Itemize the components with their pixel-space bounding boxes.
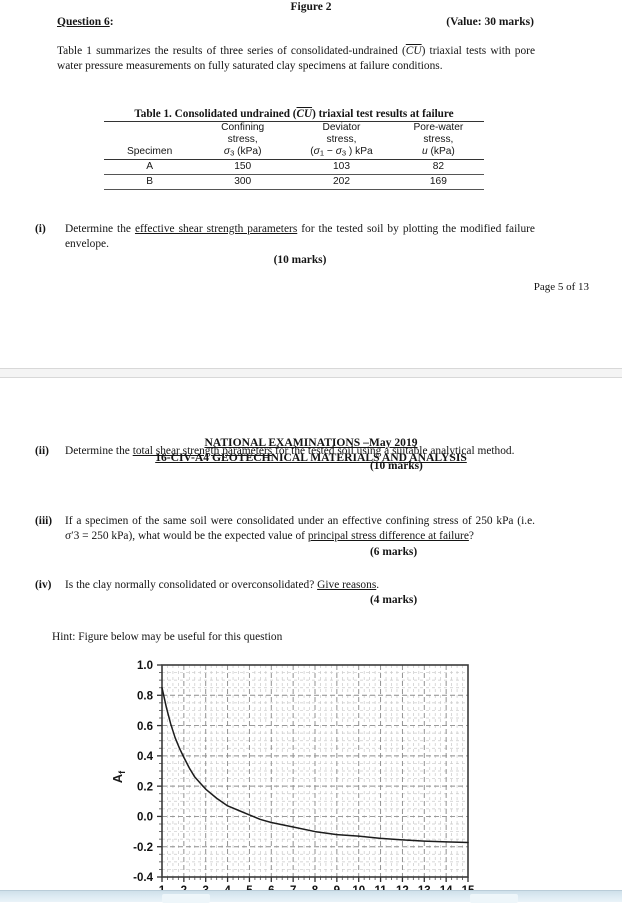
y-tick-label: 0.6 [137,721,153,733]
y-tick-label: 0.0 [137,812,153,824]
af-chart-svg: -0.4-0.20.00.20.40.60.81.0 1234567891011… [110,660,475,897]
question-intro-paragraph: Table 1 summarizes the results of three … [57,44,535,74]
item-iii-text-a: If a specimen of the same soil were cons… [65,515,535,543]
column-header-pore-line3: u (kPa) [421,146,455,158]
item-i-marks: (10 marks) [273,253,327,266]
item-iv-text-a: Is the clay normally consolidated or ove… [65,579,318,591]
page-separator [0,368,622,378]
column-header-specimen: Specimen [104,122,195,160]
item-ii-text-a: Determine the [65,445,133,457]
table-title: Table 1. Consolidated undrained (CU) tri… [104,108,484,121]
results-table-block: Table 1. Consolidated undrained (CU) tri… [104,108,484,190]
table-header: Specimen Confining stress, σ3 (kPa) Devi… [104,121,484,160]
cell-specimen: B [146,176,153,188]
column-header-confining-stress: Confining stress, σ3 (kPa) [195,122,290,160]
column-header-confining-line2: stress, [227,134,258,146]
item-ii-marker: (ii) [35,445,49,457]
item-iii-marks: (6 marks) [370,545,418,558]
item-i-text-a: Determine the [65,223,135,235]
column-header-pore-line1: Pore-water [413,122,464,134]
item-iii-text-b: ? [468,530,474,543]
chart-y-tick-labels: -0.4 -0.2 0.0 0.2 0.4 0.6 0.8 1.0 [133,660,153,884]
cell-deviator-stress: 202 [332,176,350,188]
column-header-confining-line3: σ3 (kPa) [223,146,262,158]
question-heading: Question 6: [57,16,114,28]
y-tick-label: -0.2 [133,842,153,854]
question-item-iv: (iv) Is the clay normally consolidated o… [35,578,535,606]
table-header-row: Specimen Confining stress, σ3 (kPa) Devi… [104,122,484,160]
question-item-ii: (ii) Determine the total shear strength … [35,444,535,472]
y-tick-label: 0.4 [137,751,154,763]
page-number: Page 5 of 13 [533,281,589,293]
intro-text-before-symbol: Table 1 summarizes the results of three … [57,45,406,57]
af-chart: -0.4-0.20.00.20.40.60.81.0 1234567891011… [110,655,490,900]
column-header-specimen-line1: Specimen [126,146,173,158]
document-page-two [0,378,622,902]
document-page-one: Figure 2 Question 6: (Value: 30 marks) T… [0,0,622,368]
item-ii-underlined-term: total shear strength parameters [132,445,273,457]
y-tick-label: 1.0 [137,660,153,672]
column-header-deviator-line1: Deviator [322,122,361,133]
item-iv-marker: (iv) [35,579,52,591]
table-title-before-symbol: Table 1. Consolidated undrained ( [134,108,297,120]
item-i-underlined-term: effective shear strength parameters [134,223,298,235]
column-header-pore-line2: stress, [423,134,454,146]
cell-deviator-stress: 103 [332,161,350,173]
exam-header-line2: 16-CIV-A4 GEOTECHNICAL MATERIALS AND ANA… [155,450,467,464]
y-tick-label: 0.2 [137,781,153,793]
item-iii-underlined-term: principal stress difference at failure [307,530,469,543]
intro-text-after-symbol: ) triaxial tests with pore water pressur… [57,45,536,73]
column-header-deviator-stress: Deviator stress, (σ1 − σ3 ) kPa [290,122,393,160]
cell-confining-stress: 300 [234,176,252,188]
item-ii-text: Determine the total shear strength param… [65,444,535,459]
table-body: A 150 103 82 B 300 202 169 [104,160,484,190]
y-tick-label: 0.8 [137,690,154,702]
column-header-pore-water-stress: Pore-water stress, u (kPa) [393,122,484,160]
cu-overline-symbol: CU [405,45,422,57]
question-heading-label: Question 6 [57,16,110,28]
item-iii-marker: (iii) [35,515,53,527]
table-title-after-symbol: ) triaxial test results at failure [312,108,454,120]
table-row: B 300 202 169 [104,175,484,190]
item-iii-text: If a specimen of the same soil were cons… [65,514,535,545]
question-heading-colon: : [109,16,114,28]
question-item-i: (i) Determine the effective shear streng… [35,222,535,268]
item-iv-marks: (4 marks) [370,594,418,607]
item-ii-marks: (10 marks) [370,460,423,473]
item-ii-text-b: for the tested soil using a suitable ana… [272,445,515,457]
cell-specimen: A [146,161,153,173]
question-value-marks: (Value: 30 marks) [446,16,534,28]
af-curve-series [161,686,469,844]
item-iv-text: Is the clay normally consolidated or ove… [65,578,535,593]
item-iv-text-b: . [376,579,380,591]
viewer-bar-control-left[interactable] [162,894,210,903]
chart-ticks [157,664,469,882]
viewer-bottom-bar[interactable] [0,890,622,903]
table-title-cu-overline-symbol: CU [296,108,313,120]
column-header-deviator-line2: stress, [326,134,357,146]
column-header-confining-line1: Confining [221,122,265,133]
viewer-bar-control-right[interactable] [470,894,518,903]
exam-header: NATIONAL EXAMINATIONS –May 2019 16-CIV-A… [0,436,622,466]
item-i-text-b: for the tested soil by plotting the modi… [65,223,535,251]
y-tick-label: -0.4 [133,872,153,884]
exam-header-line1: NATIONAL EXAMINATIONS –May 2019 [204,436,418,449]
item-i-text: Determine the effective shear strength p… [65,222,535,253]
hint-line: Hint: Figure below may be useful for thi… [52,631,283,643]
figure-caption: Figure 2 [290,1,332,13]
y-axis-title: Af [110,770,127,783]
question-item-iii: (iii) If a specimen of the same soil wer… [35,514,535,558]
cell-pore-water-stress: 82 [432,161,445,173]
item-i-marker: (i) [35,223,46,235]
item-iv-underlined-term: Give reasons [317,579,377,591]
chart-plot-frame [161,664,469,878]
cell-pore-water-stress: 169 [429,176,447,188]
column-header-deviator-line3: (σ1 − σ3 ) kPa [310,146,373,158]
table-row: A 150 103 82 [104,160,484,175]
triaxial-results-table: Specimen Confining stress, σ3 (kPa) Devi… [104,121,484,190]
cell-confining-stress: 150 [234,161,252,173]
